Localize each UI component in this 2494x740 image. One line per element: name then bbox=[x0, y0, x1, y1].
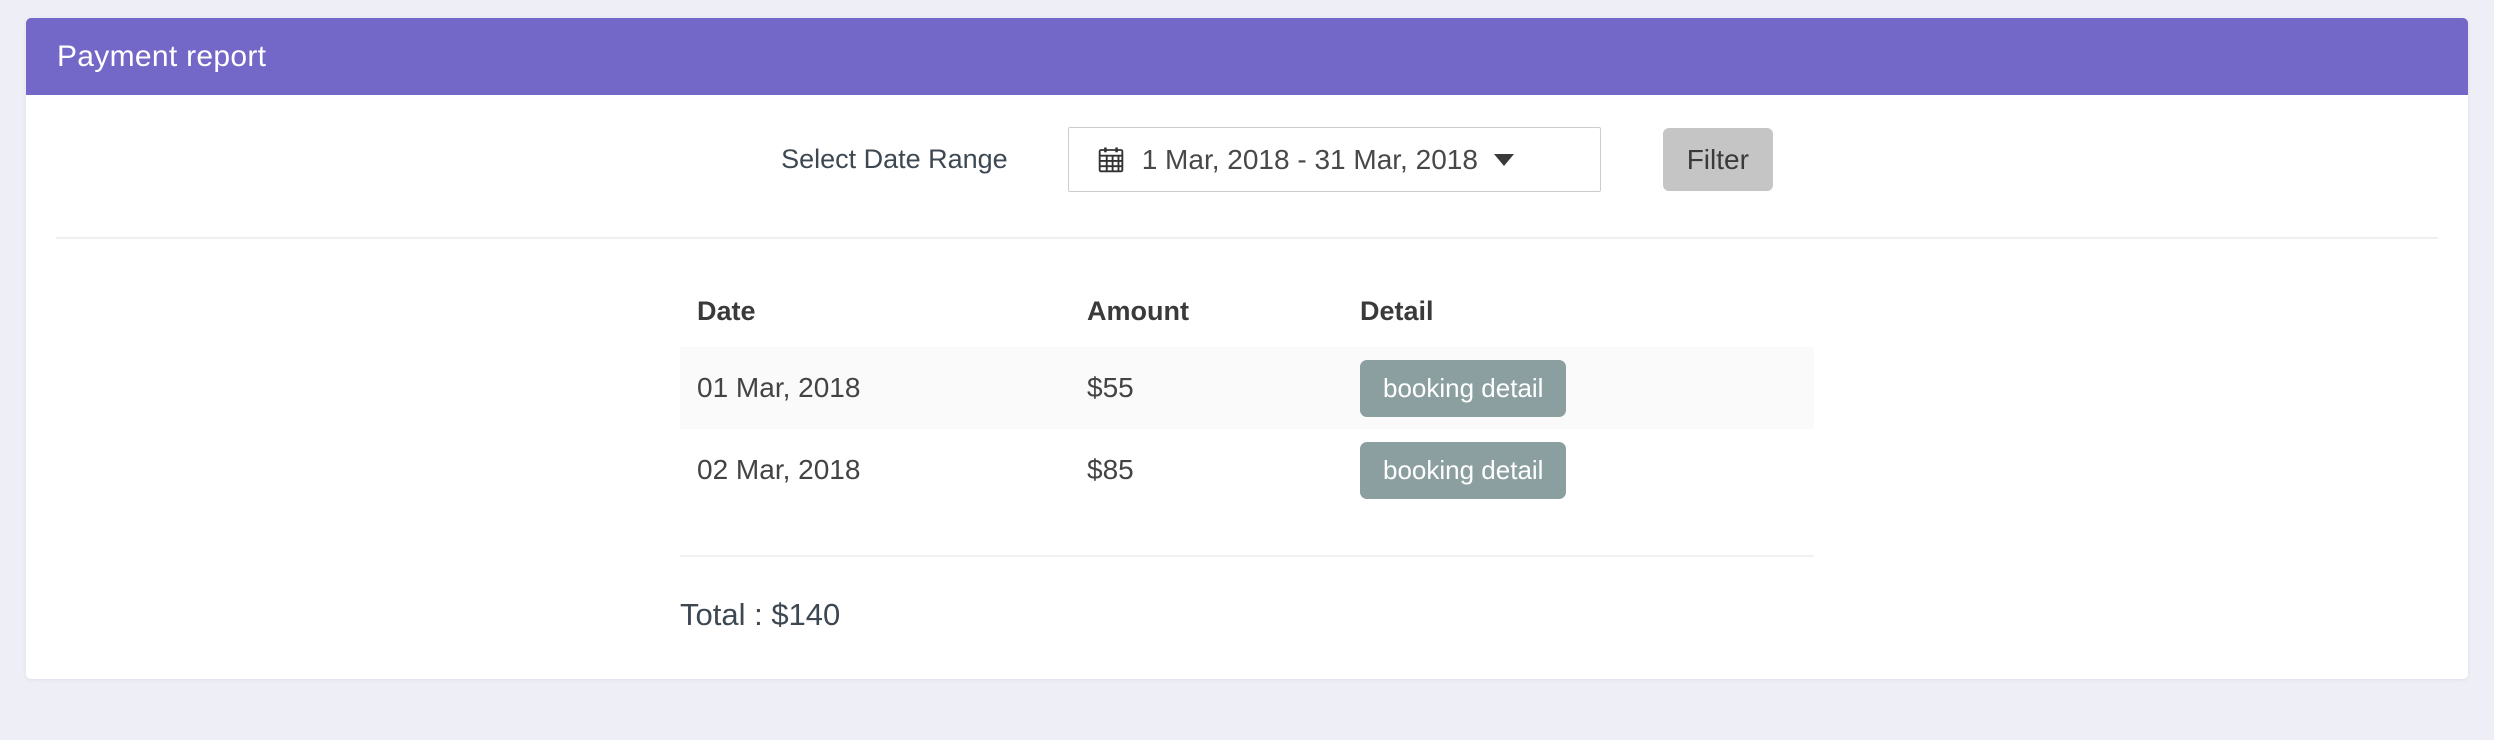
column-header-date: Date bbox=[697, 296, 756, 326]
column-header-amount: Amount bbox=[1087, 296, 1189, 326]
cell-date: 01 Mar, 2018 bbox=[680, 347, 1070, 429]
booking-detail-button[interactable]: booking detail bbox=[1360, 359, 1567, 417]
date-range-value: 1 Mar, 2018 - 31 Mar, 2018 bbox=[1141, 143, 1478, 175]
table-row: 02 Mar, 2018 $85 booking detail bbox=[680, 429, 1814, 511]
total-text: Total : $140 bbox=[680, 597, 841, 632]
filter-divider bbox=[56, 237, 2438, 239]
column-header-detail: Detail bbox=[1360, 296, 1434, 326]
date-range-picker[interactable]: 1 Mar, 2018 - 31 Mar, 2018 bbox=[1067, 127, 1601, 192]
cell-detail: booking detail bbox=[1343, 429, 1814, 511]
total-divider bbox=[680, 555, 1814, 557]
cell-amount: $55 bbox=[1070, 347, 1343, 429]
payments-table: Date Amount Detail 01 Mar, 2018 $55 book… bbox=[680, 278, 1814, 511]
cell-amount: $85 bbox=[1087, 454, 1134, 485]
booking-detail-button[interactable]: booking detail bbox=[1360, 441, 1567, 499]
table-row: 01 Mar, 2018 $55 booking detail bbox=[680, 347, 1814, 429]
card-header: Payment report bbox=[26, 18, 2468, 95]
cell-date: 02 Mar, 2018 bbox=[697, 454, 861, 485]
filter-row: Select Date Range 1 Mar, 20 bbox=[86, 127, 2468, 192]
table-header-row: Date Amount Detail bbox=[680, 278, 1814, 347]
cell-detail: booking detail bbox=[1343, 347, 1814, 429]
filter-button[interactable]: Filter bbox=[1662, 128, 1773, 191]
caret-down-icon bbox=[1493, 153, 1514, 166]
date-range-label: Select Date Range bbox=[781, 144, 1008, 174]
payment-report-card: Payment report Select Date Range bbox=[26, 18, 2468, 679]
calendar-icon bbox=[1095, 144, 1127, 176]
page-title: Payment report bbox=[57, 39, 267, 73]
card-body: Select Date Range 1 Mar, 20 bbox=[26, 95, 2468, 679]
report-content: Date Amount Detail 01 Mar, 2018 $55 book… bbox=[680, 278, 1814, 633]
